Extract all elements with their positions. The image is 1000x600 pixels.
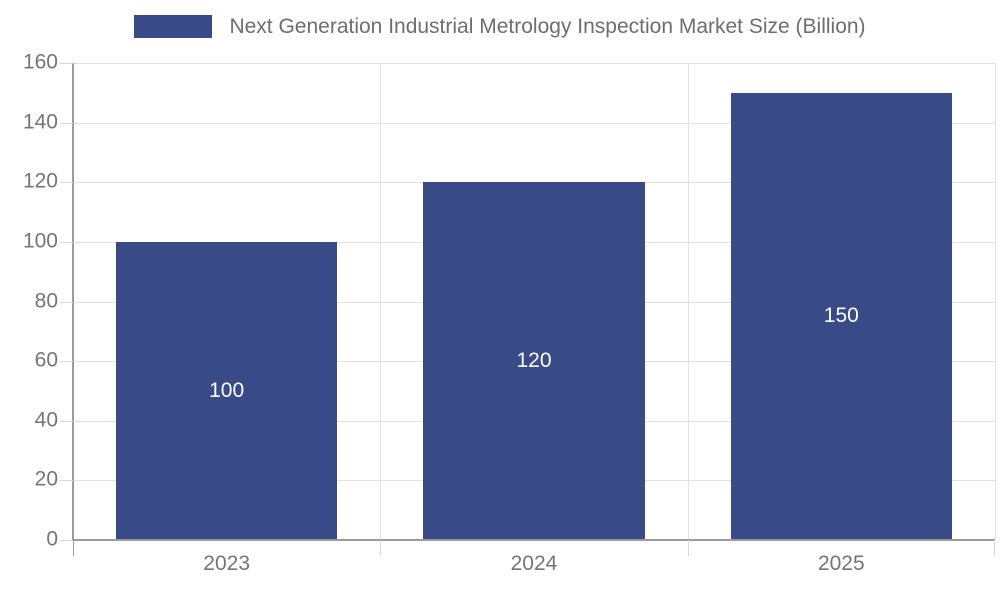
plot-area: 100 120 150 0 20 40 60 80 100 120 140 160 2023 2024 2… xyxy=(23,51,996,575)
bar-2024: 120 xyxy=(423,182,645,540)
y-tick-label: 100 xyxy=(22,229,58,253)
y-tick-mark xyxy=(60,361,73,363)
bar-value-label: 120 xyxy=(516,349,552,373)
legend-label: Next Generation Industrial Metrology Ins… xyxy=(229,15,866,38)
bar-value-label: 100 xyxy=(209,378,245,402)
bar-2023: 100 xyxy=(116,241,338,540)
gridline-horizontal xyxy=(73,122,995,124)
x-tick-mark xyxy=(380,540,382,556)
x-tick-label: 2025 xyxy=(817,552,865,575)
gridline-vertical xyxy=(995,63,996,540)
x-tick-label: 2024 xyxy=(510,552,558,575)
gridline-vertical xyxy=(380,63,382,540)
y-tick-mark xyxy=(60,540,73,541)
y-tick-mark xyxy=(60,241,73,243)
bar-value-label: 150 xyxy=(823,304,859,328)
x-tick-mark xyxy=(73,540,74,556)
gridline-horizontal xyxy=(73,63,995,64)
x-tick-mark xyxy=(687,540,689,556)
y-tick-mark xyxy=(60,480,73,482)
x-tick-mark xyxy=(994,540,995,556)
bar-2025: 150 xyxy=(730,92,952,540)
y-tick-label: 160 xyxy=(22,50,58,74)
y-tick-label: 120 xyxy=(22,169,58,193)
y-tick-mark xyxy=(60,122,73,124)
gridline-vertical xyxy=(687,63,689,540)
y-tick-label: 80 xyxy=(34,289,58,313)
x-axis-line xyxy=(73,539,995,541)
y-tick-label: 140 xyxy=(22,110,58,134)
y-tick-label: 20 xyxy=(34,467,58,491)
x-tick-label: 2023 xyxy=(203,552,251,575)
y-tick-mark xyxy=(60,63,73,64)
y-tick-label: 60 xyxy=(34,348,58,372)
y-tick-label: 0 xyxy=(46,527,58,551)
y-tick-label: 40 xyxy=(34,408,58,432)
y-tick-mark xyxy=(60,182,73,184)
y-tick-mark xyxy=(60,420,73,422)
y-tick-mark xyxy=(60,301,73,303)
legend: Next Generation Industrial Metrology Ins… xyxy=(0,14,1000,39)
legend-swatch xyxy=(134,15,213,39)
y-axis-line xyxy=(72,63,74,540)
